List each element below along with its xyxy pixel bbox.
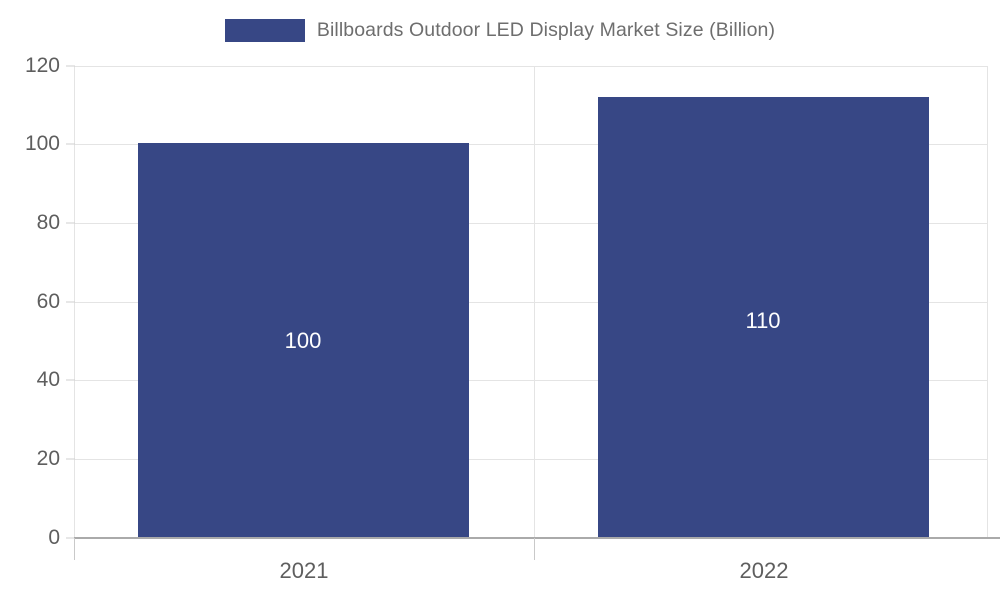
y-tick-mark-40 [66, 379, 75, 381]
bar-2022[interactable] [598, 97, 929, 538]
legend-color-swatch [224, 18, 305, 42]
gridline-120 [74, 66, 988, 67]
gridline-40 [74, 380, 988, 381]
plot-right-edge [987, 66, 988, 538]
x-tick-mark-start [74, 538, 75, 560]
bar-2021[interactable] [138, 143, 469, 538]
y-axis-label-0: 0 [48, 526, 60, 549]
x-axis-baseline [74, 537, 1000, 539]
legend-label: Billboards Outdoor LED Display Market Si… [316, 18, 776, 41]
y-axis-label-20: 20 [36, 447, 60, 470]
y-tick-mark-100 [66, 143, 75, 145]
y-axis-label-40: 40 [36, 368, 60, 391]
y-tick-mark-120 [66, 65, 75, 67]
y-axis-label-120: 120 [24, 54, 60, 77]
y-axis-label-80: 80 [36, 211, 60, 234]
gridline-100 [74, 144, 988, 145]
plot-area [74, 66, 988, 538]
gridline-20 [74, 459, 988, 460]
x-tick-mark-mid [534, 538, 535, 560]
y-axis-label-100: 100 [24, 132, 60, 155]
gridline-60 [74, 302, 988, 303]
y-tick-mark-60 [66, 301, 75, 303]
x-axis-label-2021: 2021 [279, 558, 329, 583]
category-separator-gridline [534, 66, 535, 538]
bar-value-label-2022: 110 [745, 308, 781, 333]
bar-value-label-2021: 100 [284, 328, 322, 353]
x-axis-label-2022: 2022 [739, 558, 789, 583]
y-axis-label-60: 60 [36, 290, 60, 313]
gridline-80 [74, 223, 988, 224]
y-tick-mark-0 [66, 537, 75, 539]
y-tick-mark-20 [66, 458, 75, 460]
y-tick-mark-80 [66, 222, 75, 224]
chart-legend: Billboards Outdoor LED Display Market Si… [0, 12, 1000, 48]
